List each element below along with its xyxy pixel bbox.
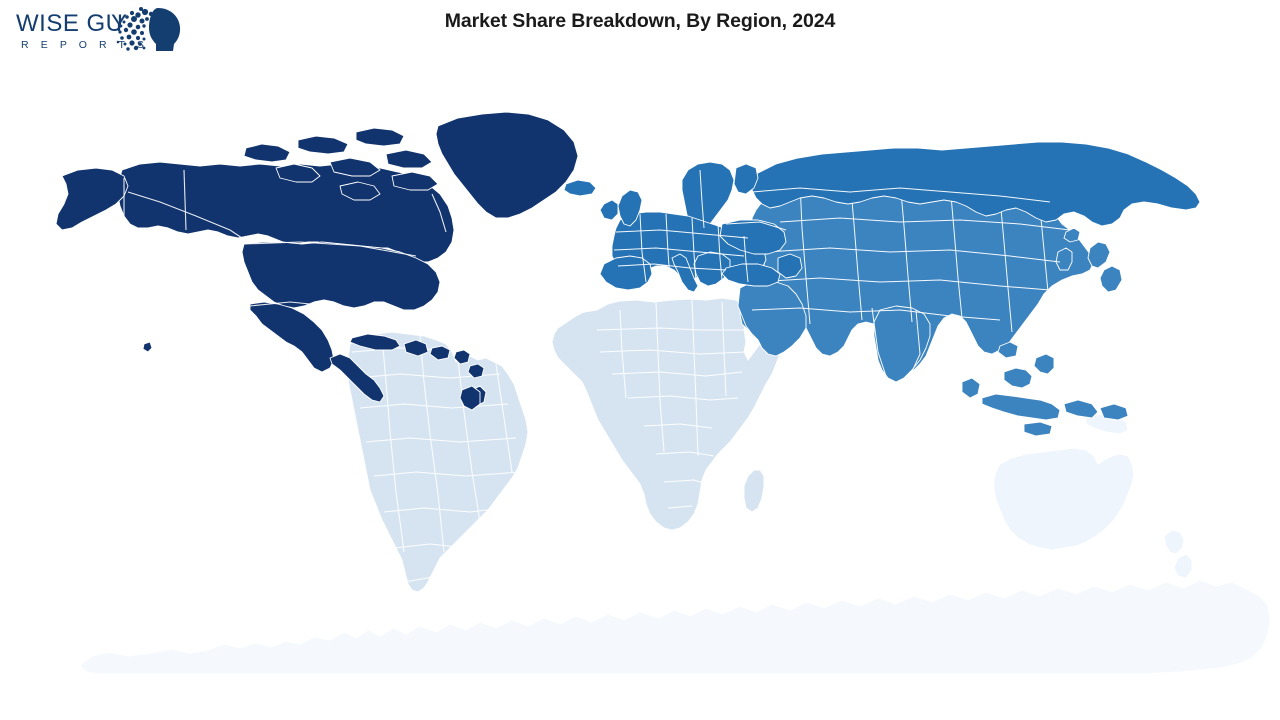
svg-text:Y: Y <box>111 10 127 37</box>
middle-east[interactable] <box>738 280 806 356</box>
central-america[interactable] <box>330 354 384 402</box>
russia[interactable] <box>752 142 1200 226</box>
world-choropleth-svg <box>0 52 1280 720</box>
pacific-island-marker[interactable] <box>143 342 152 352</box>
europe-country-borders <box>613 169 1051 283</box>
chart-title: Market Share Breakdown, By Region, 2024 <box>444 10 836 32</box>
region-north-america[interactable] <box>56 112 578 410</box>
australia-landmass[interactable] <box>994 448 1134 550</box>
head-network-icon: WISE GU Y R E P O R T S <box>16 7 181 51</box>
south-america-landmass[interactable] <box>348 332 528 592</box>
turkey[interactable] <box>722 264 780 286</box>
alaska[interactable] <box>56 168 128 230</box>
region-europe[interactable] <box>564 142 1200 292</box>
eastern-europe[interactable] <box>720 220 786 254</box>
japan[interactable] <box>1064 228 1122 292</box>
french-guiana[interactable] <box>460 386 480 410</box>
svg-text:WISE GU: WISE GU <box>16 10 124 37</box>
mexico[interactable] <box>250 302 334 372</box>
indonesia-philippines[interactable] <box>962 342 1128 436</box>
greenland[interactable] <box>436 112 578 218</box>
south-america-country-borders <box>351 335 521 583</box>
korea-peninsula[interactable] <box>1056 248 1072 270</box>
iberian-peninsula[interactable] <box>600 256 652 290</box>
india-subcontinent[interactable] <box>874 306 930 382</box>
new-zealand[interactable] <box>1164 530 1192 578</box>
africa-landmass[interactable] <box>552 298 794 530</box>
region-south-america[interactable] <box>348 332 528 592</box>
antarctica-landmass[interactable] <box>80 580 1270 674</box>
svg-text:R E P O R T S: R E P O R T S <box>21 39 149 51</box>
caucasus[interactable] <box>778 254 802 278</box>
iceland[interactable] <box>564 180 596 196</box>
africa-country-borders <box>596 299 747 509</box>
united-states[interactable] <box>242 242 440 310</box>
italy[interactable] <box>672 254 698 292</box>
region-oceania[interactable] <box>994 414 1192 578</box>
world-map-chart <box>0 52 1280 720</box>
madagascar[interactable] <box>744 470 764 512</box>
region-antarctica[interactable] <box>80 580 1270 674</box>
region-asia-pacific[interactable] <box>738 174 1128 436</box>
north-america-country-borders <box>123 169 447 311</box>
region-africa[interactable] <box>552 298 794 530</box>
chart-header: WISE GU Y R E P O R T S <box>0 0 1280 52</box>
united-kingdom-ireland[interactable] <box>600 190 642 226</box>
wise-guy-reports-logo: WISE GU Y R E P O R T S <box>8 4 188 54</box>
canadian-arctic-archipelago[interactable] <box>244 128 438 200</box>
